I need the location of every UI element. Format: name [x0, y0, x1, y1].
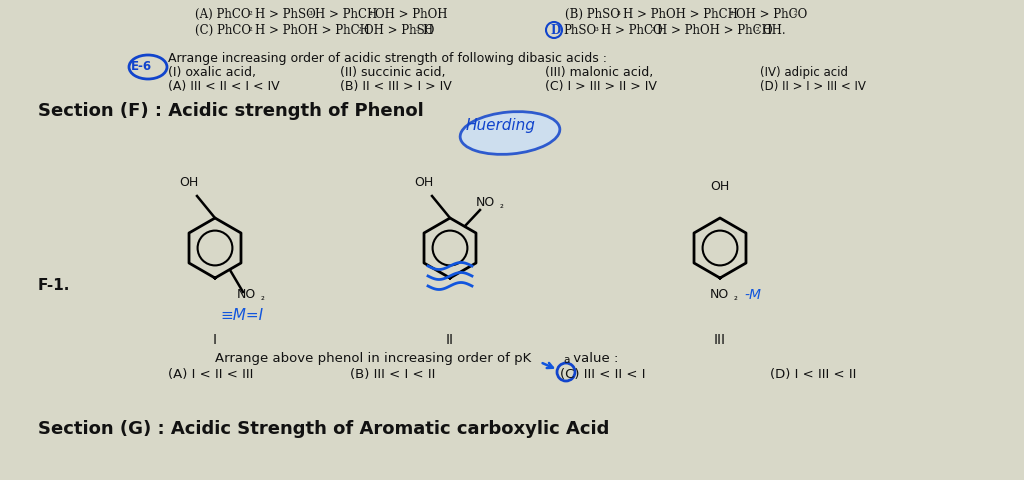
Text: ₃: ₃ — [617, 8, 621, 17]
Text: ₂: ₂ — [358, 24, 361, 33]
Text: (C) PhCO: (C) PhCO — [195, 24, 251, 37]
Text: ₃: ₃ — [416, 24, 420, 33]
Text: (D) II > I > III < IV: (D) II > I > III < IV — [760, 80, 866, 93]
Text: (B) PhSO: (B) PhSO — [565, 8, 620, 21]
Text: OH.: OH. — [762, 24, 785, 37]
Text: ₂: ₂ — [261, 292, 265, 302]
Text: ₂: ₂ — [794, 8, 798, 17]
Text: (II) succinic acid,: (II) succinic acid, — [340, 66, 445, 79]
Text: OH: OH — [414, 176, 433, 189]
Text: I: I — [213, 333, 217, 347]
Text: H > PhSO: H > PhSO — [255, 8, 315, 21]
Text: (B) II < III > I > IV: (B) II < III > I > IV — [340, 80, 452, 93]
Text: Section (F) : Acidic strength of Phenol: Section (F) : Acidic strength of Phenol — [38, 102, 424, 120]
Text: ₂: ₂ — [249, 24, 253, 33]
Text: (A) I < II < III: (A) I < II < III — [168, 368, 253, 381]
Text: (B) III < I < II: (B) III < I < II — [350, 368, 435, 381]
Text: NO: NO — [237, 288, 256, 301]
Ellipse shape — [460, 112, 560, 155]
Text: Arrange increasing order of acidic strength of following dibasic acids :: Arrange increasing order of acidic stren… — [168, 52, 607, 65]
Text: OH > PhSO: OH > PhSO — [364, 24, 434, 37]
Text: ₂: ₂ — [500, 200, 504, 210]
Text: ₂: ₂ — [651, 24, 654, 33]
Text: II: II — [446, 333, 454, 347]
Text: (D) I < III < II: (D) I < III < II — [770, 368, 856, 381]
Text: ₃: ₃ — [309, 8, 313, 17]
Text: NO: NO — [476, 196, 496, 209]
Text: ₂: ₂ — [369, 8, 373, 17]
Text: H > PhCH: H > PhCH — [315, 8, 377, 21]
Text: E-6: E-6 — [131, 60, 153, 73]
Text: H > PhOH > PhCH: H > PhOH > PhCH — [255, 24, 370, 37]
Text: Arrange above phenol in increasing order of pK: Arrange above phenol in increasing order… — [215, 352, 531, 365]
Text: a: a — [563, 355, 569, 365]
Text: H > PhOH > PhCH: H > PhOH > PhCH — [623, 8, 738, 21]
Text: OH > PhCO: OH > PhCO — [736, 8, 807, 21]
Text: ₂: ₂ — [734, 292, 738, 302]
Text: (A) III < II < I < IV: (A) III < II < I < IV — [168, 80, 280, 93]
Text: III: III — [714, 333, 726, 347]
Text: PhSO: PhSO — [563, 24, 596, 37]
Text: OH: OH — [179, 176, 199, 189]
Text: -M: -M — [744, 288, 761, 302]
Text: F-1.: F-1. — [38, 278, 71, 293]
Text: Section (G) : Acidic Strength of Aromatic carboxylic Acid: Section (G) : Acidic Strength of Aromati… — [38, 420, 609, 438]
Text: OH: OH — [710, 180, 729, 193]
Text: H: H — [422, 24, 432, 37]
Text: H > PhOH > PhCH: H > PhOH > PhCH — [657, 24, 772, 37]
Text: ₂: ₂ — [249, 8, 253, 17]
Text: H > PhCO: H > PhCO — [601, 24, 663, 37]
Text: ₃: ₃ — [595, 24, 599, 33]
Text: NO: NO — [710, 288, 729, 301]
Text: ₂: ₂ — [730, 8, 734, 17]
Text: (I) oxalic acid,: (I) oxalic acid, — [168, 66, 256, 79]
Text: Huerding: Huerding — [466, 118, 536, 133]
Text: value :: value : — [569, 352, 618, 365]
Text: (IV) adipic acid: (IV) adipic acid — [760, 66, 848, 79]
Text: (A) PhCO: (A) PhCO — [195, 8, 251, 21]
Text: (C) I > III > II > IV: (C) I > III > II > IV — [545, 80, 656, 93]
Text: D: D — [550, 24, 560, 37]
Text: (III) malonic acid,: (III) malonic acid, — [545, 66, 653, 79]
Text: (C) III < II < I: (C) III < II < I — [560, 368, 645, 381]
Text: ≡M=I: ≡M=I — [220, 308, 263, 323]
Text: ₂: ₂ — [756, 24, 760, 33]
Text: OH > PhOH: OH > PhOH — [375, 8, 447, 21]
